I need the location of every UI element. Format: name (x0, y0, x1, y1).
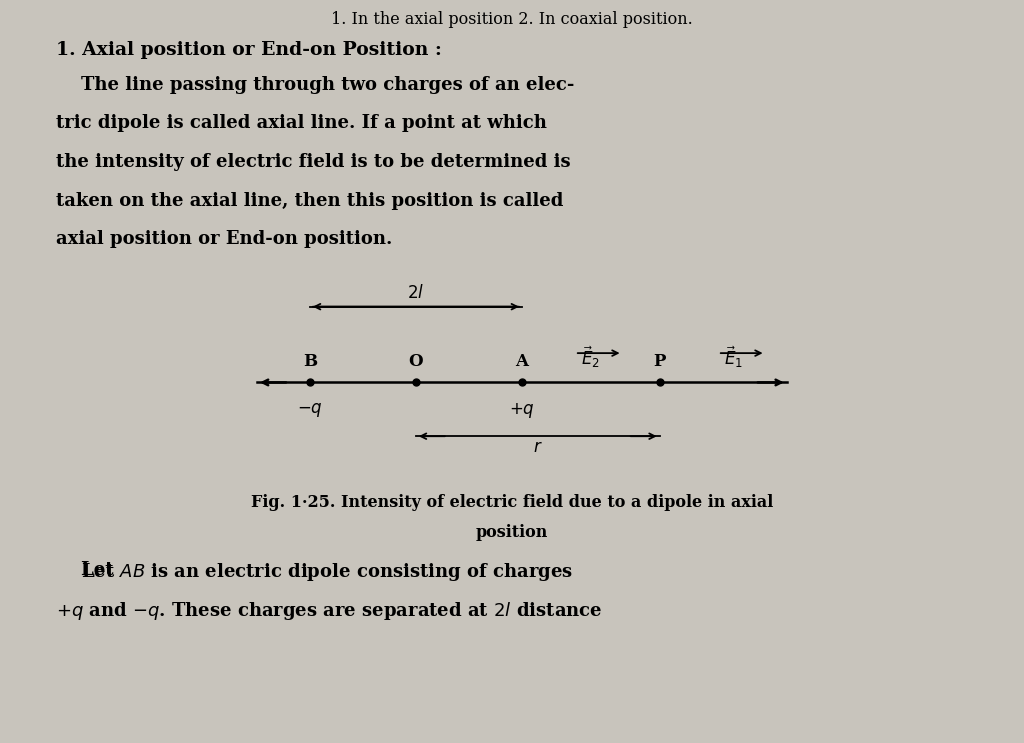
Text: Fig. 1·25. Intensity of electric field due to a dipole in axial: Fig. 1·25. Intensity of electric field d… (251, 494, 773, 511)
Text: 1. Axial position or End-on Position :: 1. Axial position or End-on Position : (56, 41, 442, 59)
Text: Let: Let (56, 561, 120, 579)
Text: tric dipole is called axial line. If a point at which: tric dipole is called axial line. If a p… (56, 114, 547, 132)
Text: $\vec{E}_1$: $\vec{E}_1$ (724, 345, 743, 370)
Text: A: A (515, 353, 528, 370)
Text: 1. In the axial position 2. In coaxial position.: 1. In the axial position 2. In coaxial p… (331, 11, 693, 28)
Text: $-q$: $-q$ (297, 401, 323, 419)
Text: the intensity of electric field is to be determined is: the intensity of electric field is to be… (56, 153, 571, 171)
Text: $r$: $r$ (532, 438, 543, 455)
Text: axial position or End-on position.: axial position or End-on position. (56, 230, 392, 248)
Text: $\vec{E}_2$: $\vec{E}_2$ (582, 345, 600, 370)
Text: B: B (303, 353, 317, 370)
Text: position: position (476, 524, 548, 541)
Text: O: O (409, 353, 423, 370)
Text: $2l$: $2l$ (408, 284, 425, 302)
Text: Let $\it{AB}$ is an electric dipole consisting of charges: Let $\it{AB}$ is an electric dipole cons… (56, 561, 573, 583)
Text: $+q$ and $-q$. These charges are separated at $2l$ distance: $+q$ and $-q$. These charges are separat… (56, 600, 603, 622)
Text: P: P (653, 353, 666, 370)
Text: The line passing through two charges of an elec-: The line passing through two charges of … (56, 76, 574, 94)
Text: taken on the axial line, then this position is called: taken on the axial line, then this posit… (56, 192, 563, 210)
Text: $+q$: $+q$ (509, 401, 535, 420)
